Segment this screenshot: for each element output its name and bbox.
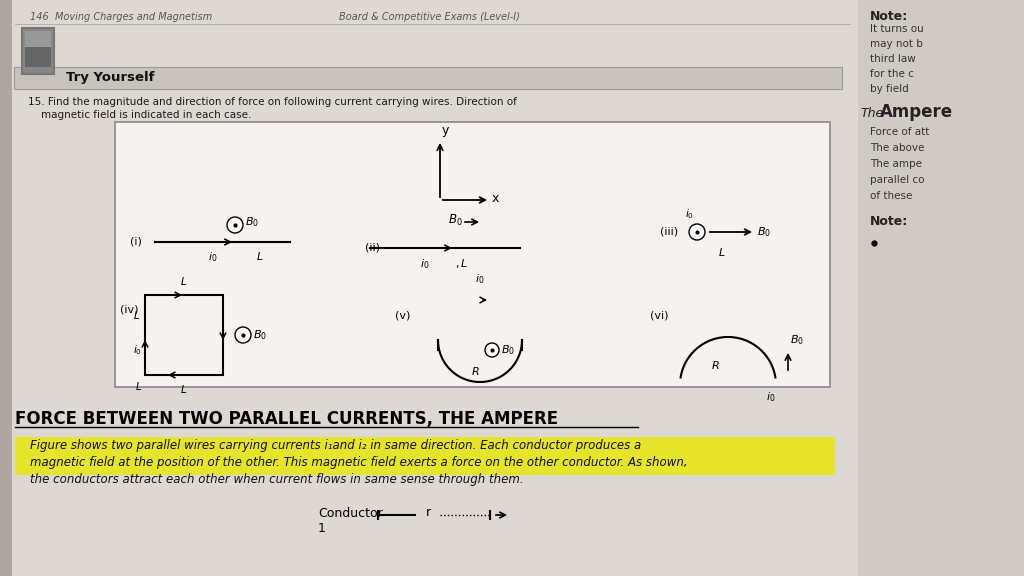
Text: $i_0$: $i_0$ [208, 250, 218, 264]
Bar [25, 31, 51, 47]
Text: Note:: Note: [870, 10, 908, 23]
Text: $R$: $R$ [471, 365, 479, 377]
Text: r: r [425, 506, 430, 520]
Text: Figure shows two parallel wires carrying currents i₁and i₂ in same direction. Ea: Figure shows two parallel wires carrying… [30, 439, 641, 452]
Bar [145, 295, 223, 375]
Text: The above: The above [870, 143, 925, 153]
Text: $L$: $L$ [133, 309, 140, 321]
Bar [25, 31, 51, 67]
Text: $L$: $L$ [135, 380, 142, 392]
Text: Force of att: Force of att [870, 127, 930, 137]
Bar [0, 0, 858, 576]
Text: Note:: Note: [870, 215, 908, 228]
Text: by field: by field [870, 84, 908, 94]
Text: $R$: $R$ [712, 359, 720, 371]
Text: $L$: $L$ [256, 250, 264, 262]
Text: magnetic field at the position of the other. This magnetic field exerts a force : magnetic field at the position of the ot… [30, 456, 688, 469]
Text: $i_0$: $i_0$ [420, 257, 430, 271]
Text: $i_0$: $i_0$ [766, 390, 776, 404]
Text: The ampe: The ampe [870, 159, 922, 169]
Text: for the c: for the c [870, 69, 913, 79]
Text: $B_0$: $B_0$ [790, 333, 804, 347]
Text: (v): (v) [395, 310, 411, 320]
Text: 1: 1 [318, 522, 326, 535]
Text: $B_0$: $B_0$ [757, 225, 771, 239]
Text: $B_0$: $B_0$ [449, 213, 463, 228]
Text: (iv): (iv) [120, 305, 138, 315]
Text: $B_0$: $B_0$ [253, 328, 267, 342]
Text: parallel co: parallel co [870, 175, 925, 185]
Text: $i_0$: $i_0$ [133, 343, 142, 357]
Text: (i): (i) [130, 237, 142, 247]
Text: x: x [492, 191, 500, 204]
Circle shape [485, 343, 499, 357]
Bar [15, 437, 835, 475]
Text: 15. Find the magnitude and direction of force on following current carrying wire: 15. Find the magnitude and direction of … [28, 97, 517, 107]
Text: y: y [442, 124, 450, 137]
Bar [22, 28, 54, 74]
Text: $,L$: $,L$ [455, 257, 468, 270]
Text: $i_0$: $i_0$ [475, 272, 484, 286]
Text: magnetic field is indicated in each case.: magnetic field is indicated in each case… [28, 110, 251, 120]
Text: $L$: $L$ [718, 246, 726, 258]
Bar [0, 0, 12, 576]
Text: $i_0$: $i_0$ [685, 207, 694, 221]
Bar [115, 122, 830, 387]
Text: third law: third law [870, 54, 915, 64]
Text: It turns ou: It turns ou [870, 24, 924, 34]
Bar [14, 67, 842, 89]
Text: may not b: may not b [870, 39, 923, 49]
Text: The: The [860, 107, 884, 120]
Text: (iii): (iii) [660, 227, 678, 237]
Text: $L$: $L$ [180, 383, 187, 395]
Text: FORCE BETWEEN TWO PARALLEL CURRENTS, THE AMPERE: FORCE BETWEEN TWO PARALLEL CURRENTS, THE… [15, 410, 558, 428]
Text: (vi): (vi) [650, 310, 669, 320]
Circle shape [234, 327, 251, 343]
Text: of these: of these [870, 191, 912, 201]
Circle shape [689, 224, 705, 240]
Bar [858, 0, 1024, 576]
Text: Ampere: Ampere [880, 103, 953, 121]
Text: Try Yourself: Try Yourself [66, 71, 155, 85]
Text: $B_0$: $B_0$ [245, 215, 259, 229]
Text: Conductor: Conductor [318, 507, 383, 520]
Text: $B_0$: $B_0$ [501, 343, 515, 357]
Text: (ii): (ii) [365, 243, 380, 253]
Circle shape [227, 217, 243, 233]
Text: $L$: $L$ [180, 275, 187, 287]
Text: the conductors attract each other when current flows in same sense through them.: the conductors attract each other when c… [30, 473, 523, 486]
Text: 146  Moving Charges and Magnetism: 146 Moving Charges and Magnetism [30, 12, 212, 22]
Text: Board & Competitive Exams (Level-I): Board & Competitive Exams (Level-I) [339, 12, 520, 22]
